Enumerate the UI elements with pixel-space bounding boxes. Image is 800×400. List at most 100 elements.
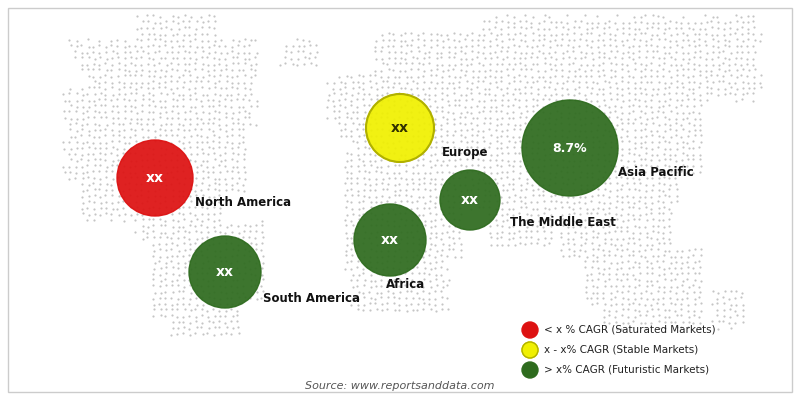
Point bbox=[686, 144, 699, 151]
Point bbox=[615, 228, 628, 234]
Point bbox=[76, 116, 89, 122]
Point bbox=[365, 278, 378, 284]
Point bbox=[368, 158, 381, 164]
Point bbox=[401, 98, 414, 104]
Point bbox=[561, 138, 574, 145]
Point bbox=[597, 290, 610, 296]
Point bbox=[221, 168, 234, 174]
Point bbox=[701, 50, 714, 57]
Point bbox=[399, 121, 412, 128]
Point bbox=[701, 78, 714, 84]
Point bbox=[155, 104, 168, 110]
Point bbox=[442, 276, 455, 283]
Point bbox=[466, 96, 478, 102]
Point bbox=[394, 49, 407, 56]
Point bbox=[118, 96, 130, 103]
Point bbox=[166, 150, 178, 156]
Point bbox=[406, 146, 418, 152]
Point bbox=[418, 259, 430, 265]
Point bbox=[449, 62, 462, 68]
Point bbox=[436, 284, 449, 291]
Point bbox=[591, 210, 604, 216]
Point bbox=[69, 151, 82, 157]
Point bbox=[526, 44, 538, 51]
Point bbox=[501, 144, 514, 150]
Point bbox=[154, 14, 166, 20]
Point bbox=[356, 270, 369, 276]
Point bbox=[663, 163, 676, 169]
Point bbox=[345, 266, 358, 272]
Point bbox=[610, 132, 622, 138]
Point bbox=[95, 102, 108, 108]
Circle shape bbox=[366, 94, 434, 162]
Point bbox=[429, 181, 442, 188]
Point bbox=[525, 24, 538, 31]
Point bbox=[616, 306, 629, 312]
Point bbox=[92, 65, 105, 72]
Point bbox=[197, 158, 210, 164]
Point bbox=[167, 187, 180, 193]
Point bbox=[567, 78, 580, 84]
Point bbox=[478, 138, 490, 144]
Point bbox=[502, 137, 515, 144]
Point bbox=[248, 72, 261, 78]
Point bbox=[629, 19, 642, 26]
Point bbox=[407, 54, 420, 60]
Point bbox=[531, 145, 544, 151]
Point bbox=[748, 37, 761, 43]
Point bbox=[202, 278, 214, 284]
Point bbox=[539, 127, 552, 134]
Point bbox=[527, 174, 540, 181]
Point bbox=[406, 234, 419, 240]
Point bbox=[519, 12, 532, 18]
Point bbox=[616, 152, 629, 158]
Point bbox=[579, 289, 592, 296]
Point bbox=[448, 152, 461, 158]
Point bbox=[68, 134, 81, 140]
Point bbox=[370, 103, 383, 109]
Point bbox=[98, 96, 111, 102]
Point bbox=[413, 194, 426, 201]
Point bbox=[646, 92, 659, 98]
Point bbox=[345, 302, 358, 308]
Point bbox=[495, 78, 508, 84]
Point bbox=[238, 79, 250, 86]
Point bbox=[178, 284, 190, 290]
Point bbox=[380, 170, 393, 176]
Point bbox=[688, 127, 701, 134]
Circle shape bbox=[189, 236, 261, 308]
Point bbox=[682, 133, 694, 139]
Point bbox=[218, 96, 231, 102]
Point bbox=[525, 199, 538, 205]
Point bbox=[694, 139, 707, 146]
Point bbox=[69, 54, 82, 61]
Point bbox=[461, 169, 474, 176]
Point bbox=[94, 200, 107, 206]
Point bbox=[147, 73, 160, 79]
Point bbox=[100, 114, 113, 120]
Point bbox=[225, 97, 238, 104]
Point bbox=[158, 38, 171, 44]
Point bbox=[149, 188, 162, 194]
Point bbox=[93, 186, 106, 192]
Point bbox=[542, 26, 555, 32]
Point bbox=[506, 223, 519, 229]
Point bbox=[677, 29, 690, 36]
Point bbox=[299, 54, 312, 60]
Point bbox=[442, 242, 455, 248]
Point bbox=[347, 272, 360, 278]
Point bbox=[356, 96, 369, 102]
Point bbox=[580, 134, 593, 140]
Point bbox=[183, 222, 196, 228]
Point bbox=[497, 218, 510, 224]
Point bbox=[513, 210, 526, 217]
Point bbox=[226, 156, 238, 162]
Point bbox=[363, 145, 376, 151]
Point bbox=[394, 95, 406, 102]
Point bbox=[413, 122, 426, 128]
Point bbox=[537, 50, 550, 57]
Point bbox=[219, 85, 232, 91]
Point bbox=[500, 169, 513, 175]
Point bbox=[665, 199, 678, 205]
Point bbox=[556, 31, 569, 37]
